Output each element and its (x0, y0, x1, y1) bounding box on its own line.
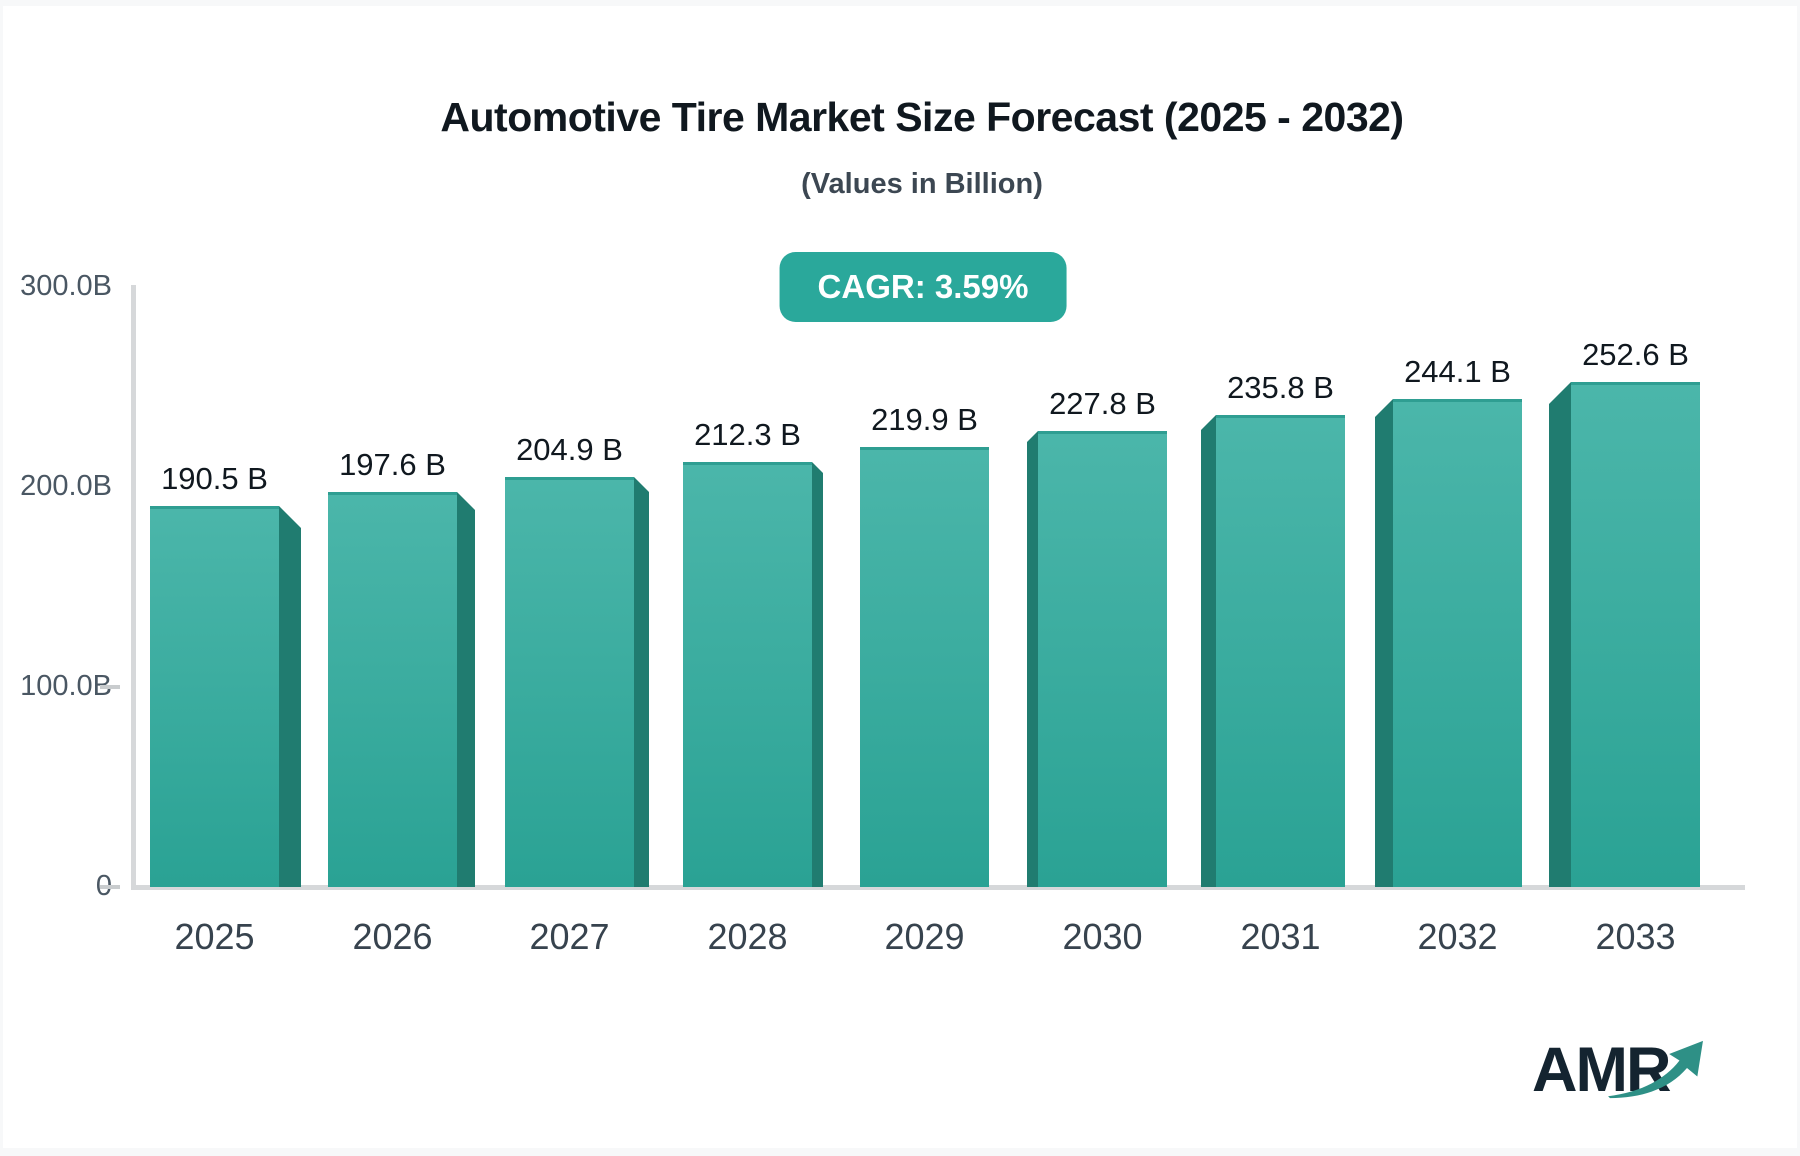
bar-2029 (860, 447, 989, 887)
bar-side-panel-2032 (1375, 399, 1393, 887)
bar-value-label-2025: 190.5 B (161, 461, 268, 496)
bar-2028 (683, 462, 812, 887)
y-axis-label-200: 200.0B (20, 470, 112, 502)
y-axis-line (131, 285, 136, 890)
bar-side-panel-2031 (1201, 415, 1216, 887)
bar-value-label-2033: 252.6 B (1582, 337, 1689, 372)
y-axis-label-300: 300.0B (20, 270, 112, 302)
bar-2032 (1393, 399, 1522, 887)
bar-value-label-2027: 204.9 B (516, 432, 623, 467)
x-axis-line (131, 885, 1745, 890)
x-axis-label-2032: 2032 (1417, 916, 1498, 957)
x-axis-label-2031: 2031 (1240, 916, 1321, 957)
bar-side-panel-2033 (1549, 382, 1571, 887)
bar-value-label-2029: 219.9 B (871, 402, 978, 437)
bar-side-panel-2026 (457, 492, 475, 887)
y-axis-label-0: 0 (0, 870, 112, 903)
bar-value-label-2028: 212.3 B (694, 417, 801, 452)
y-axis-label-100: 100.0B (20, 670, 112, 702)
x-axis-label-2026: 2026 (352, 916, 433, 957)
bar-side-panel-2025 (279, 506, 301, 887)
chart-subtitle: (Values in Billion) (801, 168, 1043, 200)
growth-arrow-icon (1608, 1040, 1703, 1099)
bar-value-label-2026: 197.6 B (339, 447, 446, 482)
bar-2027 (505, 477, 634, 887)
x-axis-label-2033: 2033 (1595, 916, 1676, 957)
bar-2025 (150, 506, 279, 887)
bar-2033 (1571, 382, 1700, 887)
x-axis-label-2030: 2030 (1062, 916, 1143, 957)
bar-value-label-2030: 227.8 B (1049, 386, 1156, 421)
bar-side-panel-2030 (1027, 431, 1038, 887)
y-axis-tick-mark (100, 885, 120, 889)
bar-value-label-2032: 244.1 B (1404, 354, 1511, 389)
chart-title: Automotive Tire Market Size Forecast (20… (440, 94, 1404, 140)
bar-side-panel-2028 (812, 462, 823, 887)
y-axis-tick-mark (100, 685, 120, 689)
x-axis-label-2025: 2025 (174, 916, 255, 957)
bar-2031 (1216, 415, 1345, 887)
bar-value-label-2031: 235.8 B (1227, 370, 1334, 405)
cagr-badge: CAGR: 3.59% (779, 252, 1067, 322)
amr-logo-text: AMR (1532, 1035, 1671, 1105)
x-axis-label-2029: 2029 (884, 916, 965, 957)
bar-2030 (1038, 431, 1167, 887)
bar-2026 (328, 492, 457, 887)
x-axis-label-2028: 2028 (707, 916, 788, 957)
bar-side-panel-2027 (634, 477, 649, 887)
x-axis-label-2027: 2027 (529, 916, 610, 957)
